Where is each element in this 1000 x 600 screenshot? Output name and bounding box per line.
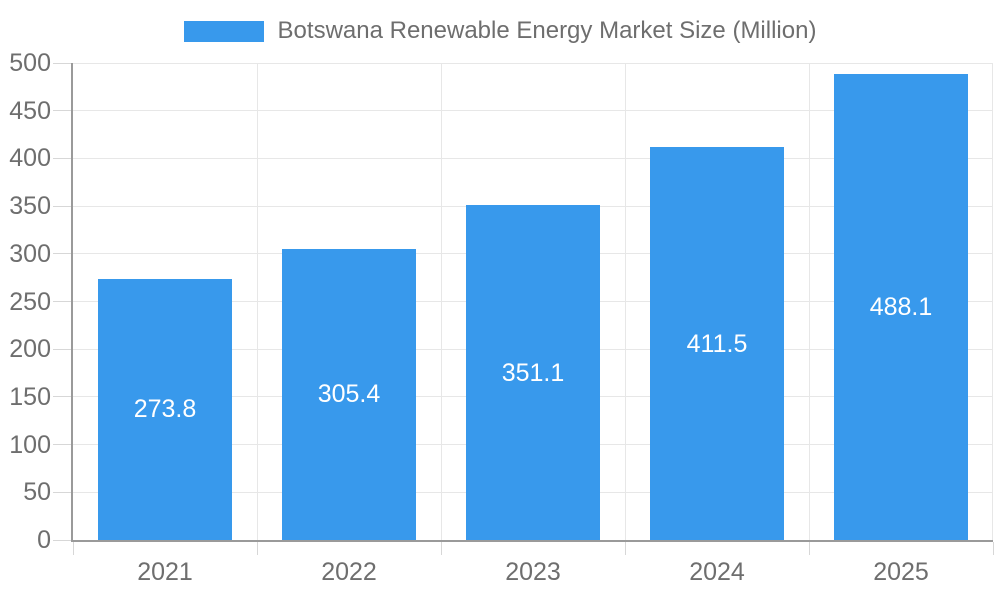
- legend-swatch: [183, 20, 264, 42]
- y-axis-label: 0: [37, 526, 51, 554]
- gridline-v: [624, 63, 626, 540]
- x-axis-label: 2021: [137, 558, 193, 586]
- y-tick: [53, 205, 71, 207]
- x-axis-label: 2023: [505, 558, 561, 586]
- x-tick: [992, 542, 994, 555]
- y-tick: [53, 396, 71, 398]
- x-tick: [72, 542, 74, 555]
- bar-value-label: 411.5: [686, 329, 748, 358]
- x-tick: [624, 542, 626, 555]
- legend-label: Botswana Renewable Energy Market Size (M…: [277, 17, 817, 44]
- bar-value-label: 273.8: [133, 395, 197, 424]
- y-axis-label: 400: [9, 144, 51, 173]
- bar-value-label: 488.1: [869, 293, 933, 322]
- x-axis-label: 2025: [873, 558, 929, 586]
- y-axis-label: 200: [9, 335, 51, 364]
- x-tick: [440, 542, 442, 555]
- y-axis-label: 500: [9, 49, 51, 77]
- y-tick: [53, 157, 71, 159]
- y-tick: [53, 539, 71, 541]
- x-axis-line: [71, 540, 993, 542]
- x-tick: [256, 542, 258, 555]
- gridline-v: [440, 63, 442, 540]
- bar[interactable]: [98, 278, 232, 540]
- y-axis-label: 250: [9, 287, 51, 316]
- x-axis-label: 2024: [689, 558, 745, 586]
- y-tick: [53, 110, 71, 112]
- bar-value-label: 351.1: [501, 358, 565, 387]
- y-axis-label: 300: [9, 239, 51, 268]
- gridline-v: [808, 63, 810, 540]
- gridline-v: [256, 63, 258, 540]
- y-axis-label: 50: [23, 478, 51, 507]
- y-tick: [53, 253, 71, 255]
- bar[interactable]: [466, 205, 600, 540]
- x-tick: [808, 542, 810, 555]
- y-tick: [53, 491, 71, 493]
- y-axis-line: [71, 63, 73, 542]
- plot-right-border: [992, 63, 993, 540]
- bar[interactable]: [650, 147, 784, 540]
- x-axis-label: 2022: [321, 558, 377, 586]
- y-axis-label: 350: [9, 192, 51, 221]
- gridline-h: [73, 62, 993, 64]
- bar[interactable]: [834, 74, 968, 540]
- bar[interactable]: [282, 248, 416, 540]
- gridline-h: [73, 110, 993, 112]
- y-axis-label: 450: [9, 96, 51, 125]
- y-tick: [53, 444, 71, 446]
- y-axis-label: 150: [9, 382, 51, 411]
- gridline-h: [73, 157, 993, 159]
- y-axis-label: 100: [9, 430, 51, 459]
- legend[interactable]: Botswana Renewable Energy Market Size (M…: [0, 16, 1000, 46]
- y-tick: [53, 62, 71, 64]
- y-tick: [53, 301, 71, 302]
- bar-value-label: 305.4: [317, 380, 381, 409]
- y-tick: [53, 348, 71, 350]
